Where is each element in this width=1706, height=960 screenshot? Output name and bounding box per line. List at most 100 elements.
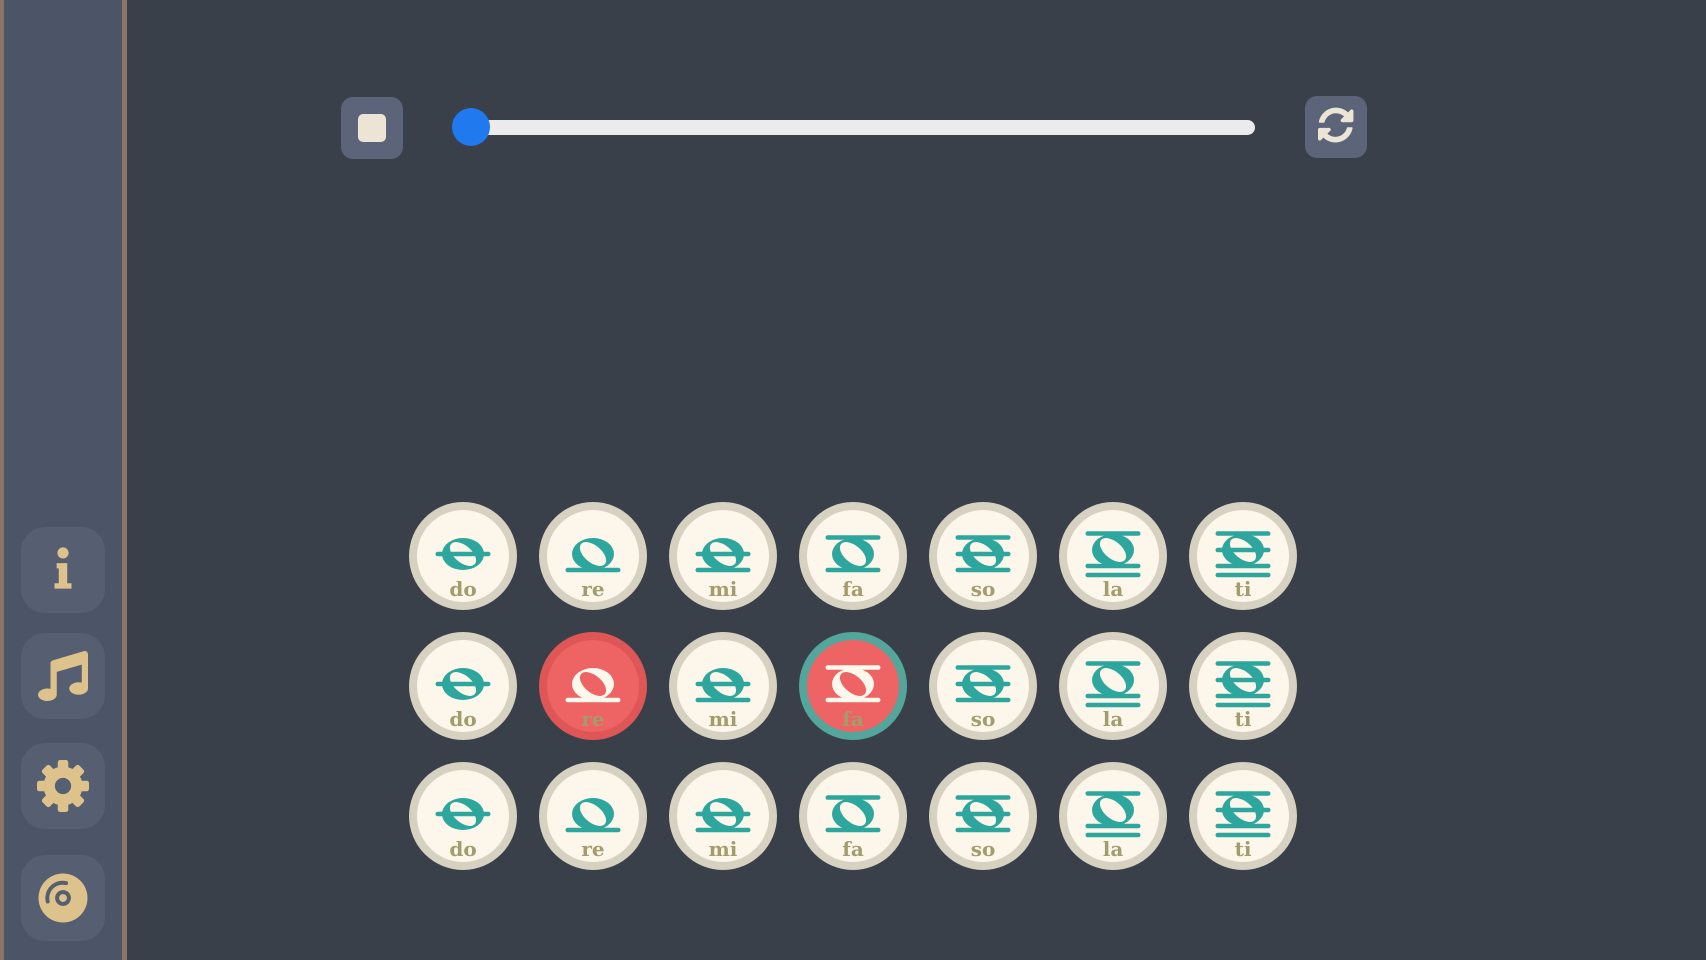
note-label: ti	[1234, 577, 1252, 601]
note-cell: fa	[788, 491, 918, 621]
whole-note-icon	[1085, 661, 1141, 708]
progress-slider-track[interactable]	[455, 120, 1255, 135]
note-cell: re	[528, 751, 658, 881]
note-cell: ti	[1178, 621, 1308, 751]
note-button-fa-row2[interactable]: fa	[799, 632, 907, 740]
note-cell: la	[1048, 751, 1178, 881]
note-button-la-row1[interactable]: la	[1059, 502, 1167, 610]
note-label: ti	[1234, 837, 1252, 861]
note-button-ti-row2[interactable]: ti	[1189, 632, 1297, 740]
note-label: fa	[842, 837, 864, 861]
refresh-button[interactable]	[1305, 96, 1367, 158]
sidebar-item-disc[interactable]	[21, 855, 105, 941]
refresh-icon	[1318, 107, 1354, 148]
note-cell: mi	[658, 751, 788, 881]
whole-note-icon	[1215, 661, 1271, 708]
note-button-do-row3[interactable]: do	[409, 762, 517, 870]
sidebar-item-music[interactable]	[21, 633, 105, 719]
note-label: la	[1102, 837, 1124, 861]
note-cell: la	[1048, 491, 1178, 621]
note-circle-face	[547, 640, 639, 732]
whole-note-icon	[825, 795, 881, 833]
note-button-la-row2[interactable]: la	[1059, 632, 1167, 740]
note-button-re-row1[interactable]: re	[539, 502, 647, 610]
note-button-fa-row1[interactable]: fa	[799, 502, 907, 610]
note-label: mi	[708, 707, 738, 731]
note-cell: mi	[658, 491, 788, 621]
note-circle-face	[807, 640, 899, 732]
note-circle-face	[547, 510, 639, 602]
whole-note-icon	[435, 668, 491, 700]
stop-icon	[358, 114, 386, 142]
note-label: fa	[842, 707, 864, 731]
whole-note-icon	[695, 798, 751, 833]
note-circle-face	[1067, 640, 1159, 732]
note-cell: re	[528, 621, 658, 751]
note-button-so-row3[interactable]: so	[929, 762, 1037, 870]
whole-note-icon	[695, 668, 751, 703]
note-button-ti-row1[interactable]: ti	[1189, 502, 1297, 610]
note-label: la	[1102, 577, 1124, 601]
sidebar-item-settings[interactable]	[21, 743, 105, 829]
whole-note-icon	[565, 538, 621, 573]
note-button-mi-row1[interactable]: mi	[669, 502, 777, 610]
note-cell: mi	[658, 621, 788, 751]
disc-icon	[35, 870, 91, 926]
note-circle-face	[547, 770, 639, 862]
whole-note-icon	[955, 665, 1011, 703]
note-label: mi	[708, 837, 738, 861]
note-label: re	[581, 837, 605, 861]
note-circle-face	[1067, 510, 1159, 602]
sidebar	[0, 0, 127, 960]
whole-note-icon	[825, 665, 881, 703]
note-button-re-row2[interactable]: re	[539, 632, 647, 740]
note-label: re	[581, 707, 605, 731]
note-cell: ti	[1178, 491, 1308, 621]
note-circle-face	[1067, 770, 1159, 862]
note-circle-face	[807, 770, 899, 862]
note-label: so	[970, 577, 996, 601]
note-label: do	[449, 577, 477, 601]
music-note-icon	[38, 651, 88, 701]
note-label: re	[581, 577, 605, 601]
note-button-ti-row3[interactable]: ti	[1189, 762, 1297, 870]
note-button-so-row2[interactable]: so	[929, 632, 1037, 740]
note-circle-face	[1197, 510, 1289, 602]
note-circle-face	[807, 510, 899, 602]
whole-note-icon	[1085, 531, 1141, 578]
whole-note-icon	[955, 795, 1011, 833]
note-cell: do	[398, 491, 528, 621]
whole-note-icon	[825, 535, 881, 573]
note-button-la-row3[interactable]: la	[1059, 762, 1167, 870]
note-cell: so	[918, 621, 1048, 751]
sidebar-item-info[interactable]	[21, 527, 105, 613]
note-cell: ti	[1178, 751, 1308, 881]
note-button-re-row3[interactable]: re	[539, 762, 647, 870]
note-cell: fa	[788, 621, 918, 751]
note-label: so	[970, 837, 996, 861]
whole-note-icon	[955, 535, 1011, 573]
note-cell: do	[398, 751, 528, 881]
note-cell: so	[918, 751, 1048, 881]
note-button-so-row1[interactable]: so	[929, 502, 1037, 610]
note-label: fa	[842, 577, 864, 601]
note-circle-face	[1197, 640, 1289, 732]
note-button-mi-row3[interactable]: mi	[669, 762, 777, 870]
note-button-do-row2[interactable]: do	[409, 632, 517, 740]
stop-button[interactable]	[341, 97, 403, 159]
info-icon	[46, 546, 80, 594]
note-button-fa-row3[interactable]: fa	[799, 762, 907, 870]
note-button-mi-row2[interactable]: mi	[669, 632, 777, 740]
whole-note-icon	[1215, 531, 1271, 578]
progress-slider-thumb[interactable]	[452, 108, 490, 146]
note-label: do	[449, 707, 477, 731]
note-label: do	[449, 837, 477, 861]
whole-note-icon	[435, 538, 491, 570]
note-button-do-row1[interactable]: do	[409, 502, 517, 610]
whole-note-icon	[565, 668, 621, 703]
whole-note-icon	[435, 798, 491, 830]
note-cell: do	[398, 621, 528, 751]
whole-note-icon	[1215, 791, 1271, 838]
note-label: mi	[708, 577, 738, 601]
whole-note-icon	[565, 798, 621, 833]
